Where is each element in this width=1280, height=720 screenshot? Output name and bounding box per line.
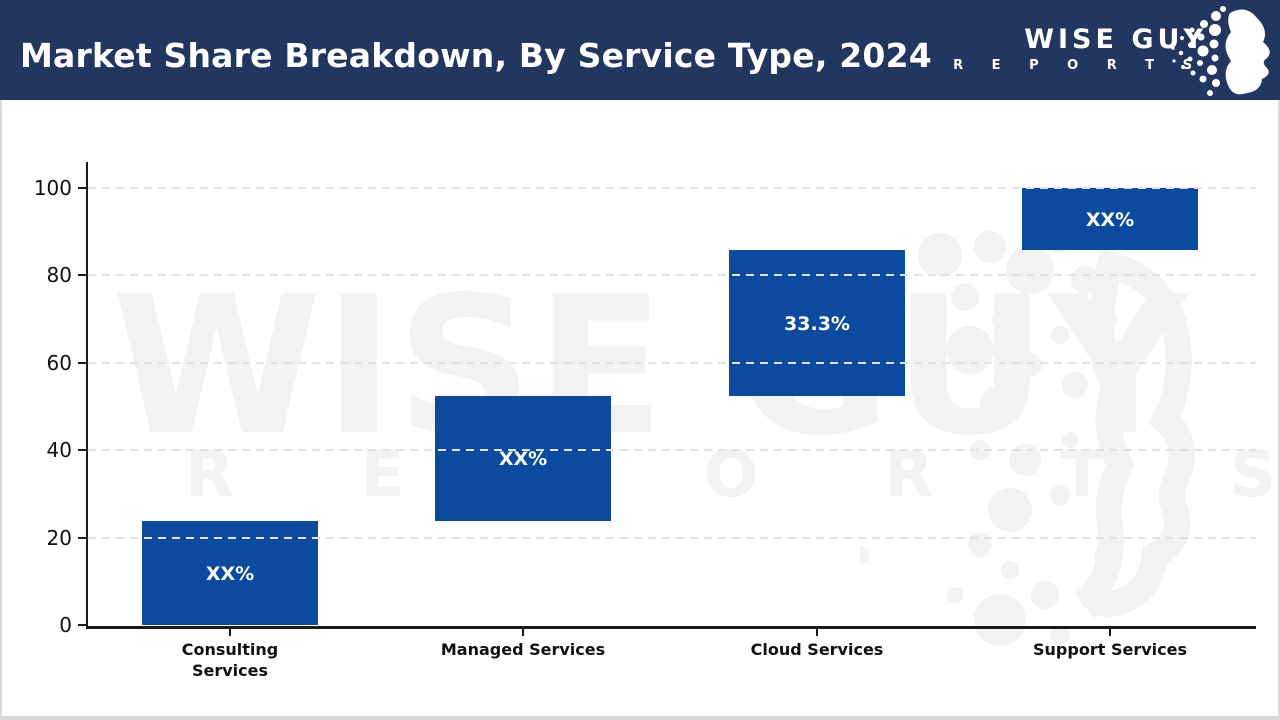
header-bar: Market Share Breakdown, By Service Type,… (0, 0, 1280, 100)
y-tick-label: 20 (46, 525, 72, 550)
x-tick-label: Cloud Services (750, 640, 884, 659)
gridline-40 (88, 449, 1256, 451)
frame-border-right (1278, 100, 1280, 720)
x-tick-mark (229, 628, 231, 636)
y-tick-mark (78, 624, 86, 626)
head-profile-icon (1171, 6, 1270, 96)
x-tick-mark (816, 628, 818, 636)
y-tick-label: 80 (46, 263, 72, 287)
y-tick-label: 60 (46, 350, 72, 375)
y-tick-label: 40 (46, 438, 72, 462)
bar-support-services (1022, 187, 1198, 251)
y-tick-mark (78, 274, 86, 276)
x-tick-label: Managed Services (440, 640, 606, 659)
bar-value-label: XX% (205, 562, 255, 585)
frame-border-left (0, 100, 2, 720)
gridline-100 (88, 186, 1256, 189)
gridline-60 (88, 361, 1256, 364)
gridline-80 (88, 274, 1256, 276)
x-tick-label: Consulting Services (181, 640, 279, 680)
bar-value-label: XX% (498, 448, 548, 471)
y-tick-mark (78, 361, 86, 364)
y-tick-label: 100 (33, 175, 72, 200)
watermark-head-profile-icon (860, 231, 1195, 646)
y-tick-label: 0 (59, 613, 72, 637)
bar-value-label: XX% (1085, 208, 1135, 231)
bar-value-label: 33.3% (784, 312, 850, 335)
x-tick-label: Support Services (1033, 640, 1187, 659)
y-tick-mark (78, 449, 86, 451)
frame-border-bottom (0, 716, 1280, 720)
logo-wordmark: WISE GUY (1024, 24, 1207, 55)
watermark-reports-label: R E P O R T S (185, 438, 1280, 512)
gridline-20 (88, 536, 1256, 539)
page-title: Market Share Breakdown, By Service Type,… (20, 36, 932, 75)
y-tick-mark (78, 536, 86, 539)
x-tick-mark (1109, 628, 1111, 636)
x-tick-mark (522, 628, 524, 636)
logo-reports-label: R E P O R T S (953, 58, 1204, 73)
y-tick-mark (78, 186, 86, 189)
bar-managed-services (435, 395, 611, 521)
brand-logo: WISE GUY R E P O R T S (953, 0, 1272, 100)
x-axis-line (86, 626, 1256, 629)
y-axis-line (86, 162, 88, 627)
